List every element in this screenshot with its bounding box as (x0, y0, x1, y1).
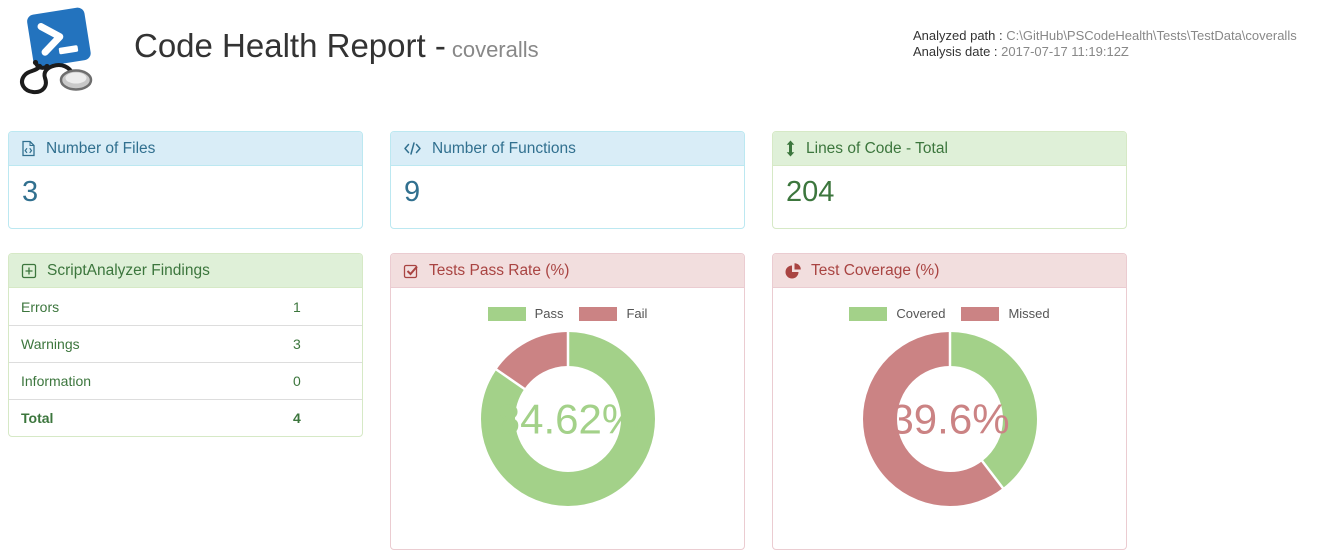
analysis-date-label: Analysis date : (913, 44, 998, 59)
number-of-functions-value: 9 (404, 176, 421, 208)
chart-legend: Covered Missed (773, 306, 1126, 321)
number-of-functions-card: Number of Functions 9 (390, 131, 745, 229)
check-square-icon (403, 263, 419, 279)
summary-row: Number of Files 3 Number of Functions 9 (0, 131, 1332, 229)
missed-swatch-icon (961, 306, 1000, 321)
legend-item-missed[interactable]: Missed (961, 306, 1050, 321)
test-coverage-header: Test Coverage (%) (773, 254, 1126, 288)
page-title-subtitle: coveralls (451, 37, 539, 62)
code-icon (403, 141, 422, 156)
number-of-files-card: Number of Files 3 (8, 131, 363, 229)
tests-pass-rate-donut: 84.62% (480, 332, 655, 506)
lines-of-code-card: Lines of Code - Total 204 (772, 131, 1127, 229)
svg-text:84.62%: 84.62% (496, 396, 638, 443)
analysis-date-line: Analysis date : 2017-07-17 11:19:12Z (913, 44, 1297, 60)
arrows-vertical-icon (785, 140, 796, 157)
finding-value: 0 (293, 373, 301, 389)
table-row: Information 0 (9, 362, 362, 399)
report-header: Code Health Report - coveralls Analyzed p… (0, 0, 1332, 131)
lines-of-code-header: Lines of Code - Total (773, 132, 1126, 166)
card-title: Tests Pass Rate (%) (429, 261, 570, 279)
card-title: Lines of Code - Total (806, 139, 948, 157)
lines-of-code-value: 204 (786, 176, 835, 208)
scriptanalyzer-findings-header: ScriptAnalyzer Findings (9, 254, 362, 288)
fail-swatch-icon (579, 306, 618, 321)
tests-pass-rate-header: Tests Pass Rate (%) (391, 254, 744, 288)
finding-value: 4 (293, 410, 301, 426)
number-of-functions-header: Number of Functions (391, 132, 744, 166)
scriptanalyzer-findings-card: ScriptAnalyzer Findings Errors 1 Warning… (8, 253, 363, 437)
finding-value: 3 (293, 336, 301, 352)
test-coverage-chart: Covered Missed 39.6% (773, 306, 1126, 549)
details-row: ScriptAnalyzer Findings Errors 1 Warning… (0, 253, 1332, 550)
legend-label: Fail (626, 306, 648, 321)
legend-label: Missed (1008, 306, 1050, 321)
card-title: Test Coverage (%) (811, 261, 940, 279)
analyzed-path-line: Analyzed path : C:\GitHub\PSCodeHealth\T… (913, 28, 1297, 44)
test-coverage-donut: 39.6% (862, 332, 1037, 506)
pie-chart-icon (785, 262, 801, 279)
card-title: ScriptAnalyzer Findings (47, 261, 210, 279)
svg-text:39.6%: 39.6% (890, 396, 1009, 443)
page-title: Code Health Report - coveralls (134, 27, 539, 65)
legend-item-fail[interactable]: Fail (579, 306, 647, 321)
plus-square-icon (21, 263, 37, 279)
table-row: Errors 1 (9, 288, 362, 325)
finding-label: Total (21, 410, 54, 426)
legend-label: Pass (534, 306, 564, 321)
page-title-main: Code Health Report - (134, 27, 446, 64)
table-row: Total 4 (9, 399, 362, 436)
table-row: Warnings 3 (9, 325, 362, 362)
powershell-stethoscope-logo-icon (6, 4, 106, 104)
card-title: Number of Files (46, 139, 156, 157)
finding-label: Warnings (21, 336, 80, 352)
analyzed-path-label: Analyzed path : (913, 28, 1003, 43)
legend-label: Covered (896, 306, 946, 321)
analysis-date-value: 2017-07-17 11:19:12Z (1001, 44, 1129, 59)
analyzed-path-value: C:\GitHub\PSCodeHealth\Tests\TestData\co… (1006, 28, 1297, 43)
legend-item-covered[interactable]: Covered (849, 306, 945, 321)
pass-swatch-icon (487, 306, 526, 321)
file-code-icon (21, 140, 36, 157)
analysis-meta: Analyzed path : C:\GitHub\PSCodeHealth\T… (913, 28, 1297, 60)
finding-label: Errors (21, 298, 60, 315)
number-of-files-value: 3 (22, 176, 39, 208)
legend-item-pass[interactable]: Pass (487, 306, 564, 321)
card-title: Number of Functions (432, 139, 576, 157)
tests-pass-rate-card: Tests Pass Rate (%) Pass Fail 84.62% (390, 253, 745, 550)
tests-pass-rate-chart: Pass Fail 84.62% (391, 306, 744, 549)
test-coverage-card: Test Coverage (%) Covered Missed 39.6% (772, 253, 1127, 550)
chart-legend: Pass Fail (391, 306, 744, 321)
finding-value: 1 (293, 298, 301, 315)
number-of-files-header: Number of Files (9, 132, 362, 166)
covered-swatch-icon (849, 306, 888, 321)
finding-label: Information (21, 373, 92, 389)
